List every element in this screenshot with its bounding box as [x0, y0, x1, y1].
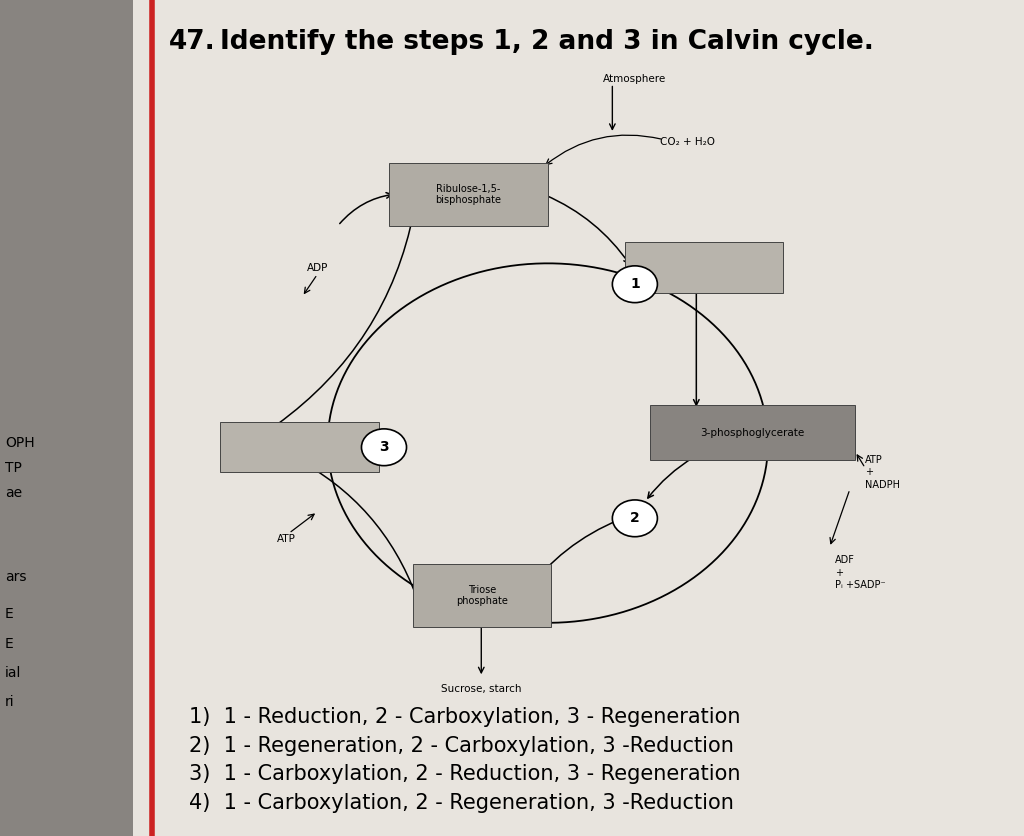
Text: 3: 3 — [379, 441, 389, 454]
Text: Identify the steps 1, 2 and 3 in Calvin cycle.: Identify the steps 1, 2 and 3 in Calvin … — [220, 29, 874, 55]
Text: 1)  1 - Reduction, 2 - Carboxylation, 3 - Regeneration: 1) 1 - Reduction, 2 - Carboxylation, 3 -… — [189, 707, 741, 727]
FancyBboxPatch shape — [389, 163, 548, 226]
Text: Atmosphere: Atmosphere — [603, 74, 667, 84]
Text: OPH: OPH — [5, 436, 35, 450]
Text: CO₂ + H₂O: CO₂ + H₂O — [660, 137, 716, 147]
Text: 2: 2 — [630, 512, 640, 525]
Text: 3-phosphoglycerate: 3-phosphoglycerate — [700, 428, 805, 437]
FancyBboxPatch shape — [220, 422, 379, 472]
Text: 3)  1 - Carboxylation, 2 - Reduction, 3 - Regeneration: 3) 1 - Carboxylation, 2 - Reduction, 3 -… — [189, 764, 741, 784]
FancyBboxPatch shape — [0, 0, 133, 836]
FancyBboxPatch shape — [133, 0, 1024, 836]
FancyBboxPatch shape — [413, 564, 551, 627]
Circle shape — [612, 266, 657, 303]
Text: TP: TP — [5, 461, 22, 475]
Text: 47.: 47. — [169, 29, 216, 55]
Text: ATP: ATP — [278, 534, 296, 544]
Text: ADP: ADP — [307, 263, 328, 273]
Text: 4)  1 - Carboxylation, 2 - Regeneration, 3 -Reduction: 4) 1 - Carboxylation, 2 - Regeneration, … — [189, 793, 734, 813]
Text: ADF
+
Pᵢ +SADP⁻: ADF + Pᵢ +SADP⁻ — [835, 555, 885, 590]
Text: ial: ial — [5, 666, 22, 680]
Text: ae: ae — [5, 487, 23, 500]
Circle shape — [361, 429, 407, 466]
FancyBboxPatch shape — [625, 242, 783, 293]
Text: 1: 1 — [630, 278, 640, 291]
Text: ATP
+
NADPH: ATP + NADPH — [865, 455, 900, 490]
Text: Ribulose-1,5-
bisphosphate: Ribulose-1,5- bisphosphate — [435, 184, 502, 205]
Text: 2)  1 - Regeneration, 2 - Carboxylation, 3 -Reduction: 2) 1 - Regeneration, 2 - Carboxylation, … — [189, 736, 734, 756]
Text: Triose
phosphate: Triose phosphate — [456, 585, 508, 606]
FancyBboxPatch shape — [650, 405, 855, 460]
Text: E: E — [5, 608, 14, 621]
Text: ri: ri — [5, 696, 14, 709]
Text: E: E — [5, 637, 14, 650]
Circle shape — [612, 500, 657, 537]
Text: ars: ars — [5, 570, 27, 584]
Text: Sucrose, starch: Sucrose, starch — [441, 684, 521, 694]
